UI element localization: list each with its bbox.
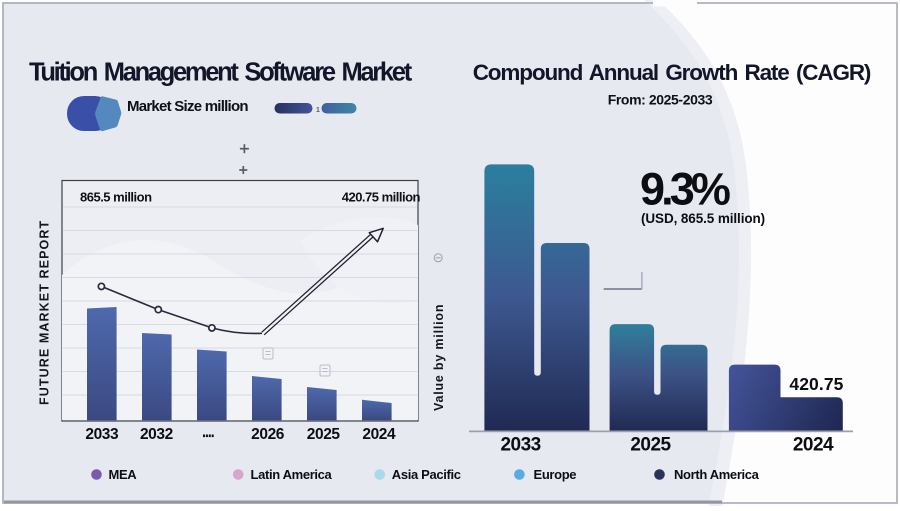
svg-text:Value by million: Value by million [432,304,446,411]
svg-text:2025: 2025 [307,426,341,443]
svg-text:2033: 2033 [85,426,119,443]
svg-text:2024: 2024 [793,435,834,456]
svg-text:North America: North America [674,467,760,482]
svg-text:865.5 million: 865.5 million [80,190,152,205]
svg-text:420.75 million: 420.75 million [342,190,421,205]
svg-text:2033: 2033 [500,435,540,456]
svg-text:Compound Annual Growth Rate (C: Compound Annual Growth Rate (CAGR) [473,60,871,85]
svg-text:Europe: Europe [534,467,577,482]
svg-text:FUTURE MARKET REPORT: FUTURE MARKET REPORT [38,220,52,405]
svg-text:MEA: MEA [109,467,138,482]
svg-text:(USD, 865.5 million): (USD, 865.5 million) [641,211,765,226]
svg-text:9.3%: 9.3% [640,164,730,215]
svg-text:Tuition Management Software Ma: Tuition Management Software Market [29,59,413,87]
svg-text:Market Size million: Market Size million [127,98,248,115]
svg-text:2026: 2026 [251,426,285,443]
svg-text:Latin America: Latin America [251,467,333,482]
svg-text:420.75: 420.75 [789,374,843,394]
svg-text:2032: 2032 [140,426,173,443]
svg-text:1: 1 [316,107,320,114]
svg-text:Asia Pacific: Asia Pacific [392,467,461,482]
svg-text:2024: 2024 [362,426,396,443]
svg-text:2025: 2025 [630,435,671,456]
svg-text:From: 2025-2033: From: 2025-2033 [608,92,713,108]
